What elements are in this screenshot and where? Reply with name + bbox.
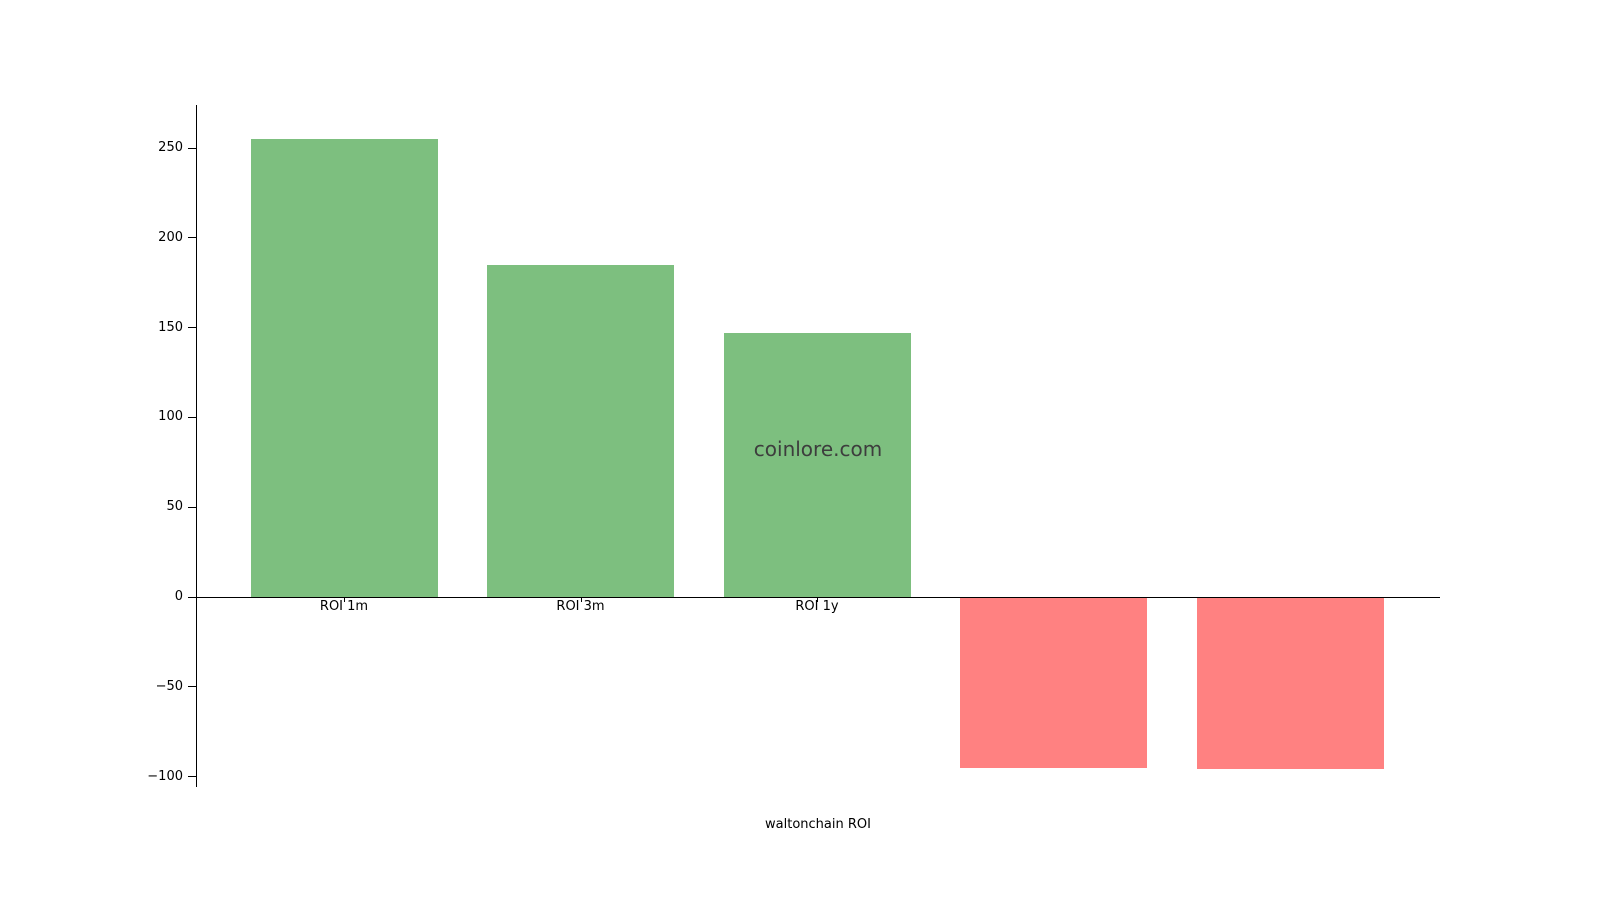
x-tick-mark [344, 597, 345, 602]
y-tick-label: 150 [158, 319, 183, 335]
x-tick-mark [817, 597, 818, 602]
x-axis-zero-line [196, 596, 1440, 598]
bar-roi-1y [723, 332, 911, 597]
x-tick-label: ROI 1y [795, 599, 839, 614]
bar-roi-3m [487, 264, 674, 597]
bar-roi-1m [250, 139, 438, 597]
y-tick-mark [188, 686, 196, 688]
y-tick-label: 50 [166, 499, 183, 515]
x-tick-label: ROI 3m [556, 599, 605, 614]
watermark-text: coinlore.com [753, 437, 883, 461]
bar-negative-4 [1196, 597, 1384, 770]
y-tick-mark [188, 776, 196, 778]
chart-title: waltonchain ROI [765, 817, 871, 832]
y-tick-label: −100 [147, 768, 183, 784]
y-tick-label: 0 [174, 589, 183, 604]
y-tick-mark [188, 147, 196, 149]
y-tick-mark [188, 506, 196, 508]
y-axis-line [196, 105, 197, 787]
y-tick-label: 250 [158, 140, 183, 155]
x-tick-label: ROI 1m [319, 599, 369, 614]
y-tick-label: −50 [155, 678, 183, 694]
y-tick-mark [188, 237, 196, 239]
y-tick-mark [188, 327, 196, 329]
y-tick-label: 200 [158, 229, 183, 245]
y-tick-mark [188, 416, 196, 418]
bar-negative-3 [960, 597, 1147, 768]
y-tick-mark [188, 596, 196, 598]
y-tick-label: 100 [158, 409, 183, 425]
x-tick-mark [580, 597, 582, 602]
